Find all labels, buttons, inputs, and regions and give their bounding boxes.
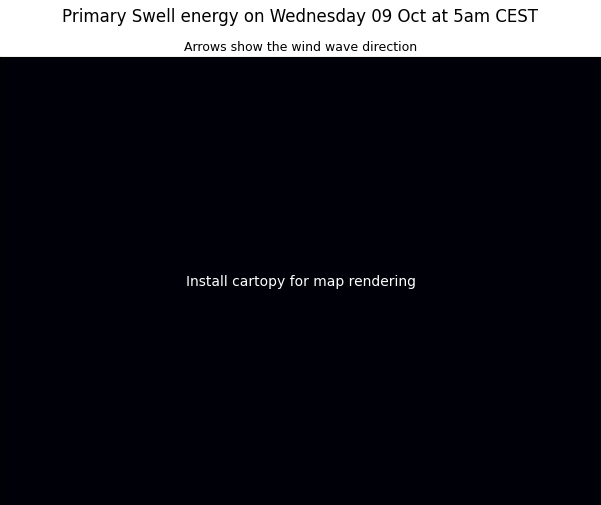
Text: Install cartopy for map rendering: Install cartopy for map rendering xyxy=(186,275,415,288)
Text: Primary Swell energy on Wednesday 09 Oct at 5am CEST: Primary Swell energy on Wednesday 09 Oct… xyxy=(63,9,538,26)
Text: Arrows show the wind wave direction: Arrows show the wind wave direction xyxy=(184,41,417,54)
